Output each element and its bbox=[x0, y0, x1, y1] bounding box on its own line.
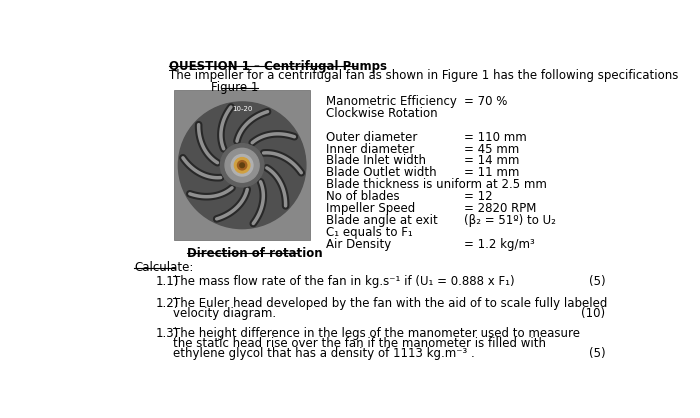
Text: = 110 mm: = 110 mm bbox=[464, 130, 527, 144]
Text: velocity diagram.: velocity diagram. bbox=[173, 306, 276, 320]
Text: Blade Outlet width: Blade Outlet width bbox=[326, 166, 437, 179]
Text: Air Density: Air Density bbox=[326, 238, 391, 251]
Bar bbox=[174, 90, 310, 240]
Circle shape bbox=[225, 148, 259, 182]
Text: 1.2): 1.2) bbox=[155, 296, 179, 310]
Text: QUESTION 1 – Centrifugal Pumps: QUESTION 1 – Centrifugal Pumps bbox=[169, 60, 387, 73]
Text: Outer diameter: Outer diameter bbox=[326, 130, 418, 144]
Text: The height difference in the legs of the manometer used to measure: The height difference in the legs of the… bbox=[173, 327, 580, 340]
Text: (5): (5) bbox=[589, 275, 606, 288]
Text: = 1.2 kg/m³: = 1.2 kg/m³ bbox=[464, 238, 535, 251]
Text: 10-20: 10-20 bbox=[232, 106, 253, 112]
Text: No of blades: No of blades bbox=[326, 190, 400, 203]
Text: = 11 mm: = 11 mm bbox=[464, 166, 519, 179]
Circle shape bbox=[240, 163, 244, 168]
Circle shape bbox=[178, 102, 306, 229]
Text: Direction of rotation: Direction of rotation bbox=[187, 247, 322, 260]
Text: (5): (5) bbox=[589, 347, 606, 360]
Text: 1.1): 1.1) bbox=[155, 275, 179, 288]
Text: Calculate:: Calculate: bbox=[134, 261, 193, 274]
Text: = 14 mm: = 14 mm bbox=[464, 155, 519, 168]
Circle shape bbox=[237, 161, 247, 170]
Text: Inner diameter: Inner diameter bbox=[326, 143, 414, 155]
Text: the static head rise over the fan if the manometer is filled with: the static head rise over the fan if the… bbox=[173, 337, 546, 350]
Text: Impeller Speed: Impeller Speed bbox=[326, 202, 416, 215]
Text: C₁ equals to F₁: C₁ equals to F₁ bbox=[326, 226, 413, 239]
Circle shape bbox=[220, 144, 264, 187]
Text: The mass flow rate of the fan in kg.s⁻¹ if (U₁ = 0.888 x F₁): The mass flow rate of the fan in kg.s⁻¹ … bbox=[173, 275, 514, 288]
Circle shape bbox=[234, 158, 250, 173]
Text: Blade Inlet width: Blade Inlet width bbox=[326, 155, 426, 168]
Text: The impeller for a centrifugal fan as shown in Figure 1 has the following specif: The impeller for a centrifugal fan as sh… bbox=[169, 69, 678, 82]
Text: Blade angle at exit: Blade angle at exit bbox=[326, 214, 438, 227]
Text: = 45 mm: = 45 mm bbox=[464, 143, 519, 155]
Text: (β₂ = 51º) to U₂: (β₂ = 51º) to U₂ bbox=[464, 214, 556, 227]
Text: = 70 %: = 70 % bbox=[464, 95, 508, 108]
Text: = 12: = 12 bbox=[464, 190, 493, 203]
Circle shape bbox=[231, 155, 253, 176]
Text: = 2820 RPM: = 2820 RPM bbox=[464, 202, 536, 215]
Text: 1.3): 1.3) bbox=[155, 327, 179, 340]
Text: (10): (10) bbox=[581, 306, 606, 320]
Text: ethylene glycol that has a density of 1113 kg.m⁻³ .: ethylene glycol that has a density of 11… bbox=[173, 347, 475, 360]
Text: Clockwise Rotation: Clockwise Rotation bbox=[326, 107, 438, 120]
Text: Blade thickness is uniform at 2.5 mm: Blade thickness is uniform at 2.5 mm bbox=[326, 178, 547, 191]
Text: The Euler head developed by the fan with the aid of to scale fully labeled: The Euler head developed by the fan with… bbox=[173, 296, 607, 310]
Text: Figure 1: Figure 1 bbox=[211, 81, 258, 94]
Text: Manometric Efficiency: Manometric Efficiency bbox=[326, 95, 457, 108]
